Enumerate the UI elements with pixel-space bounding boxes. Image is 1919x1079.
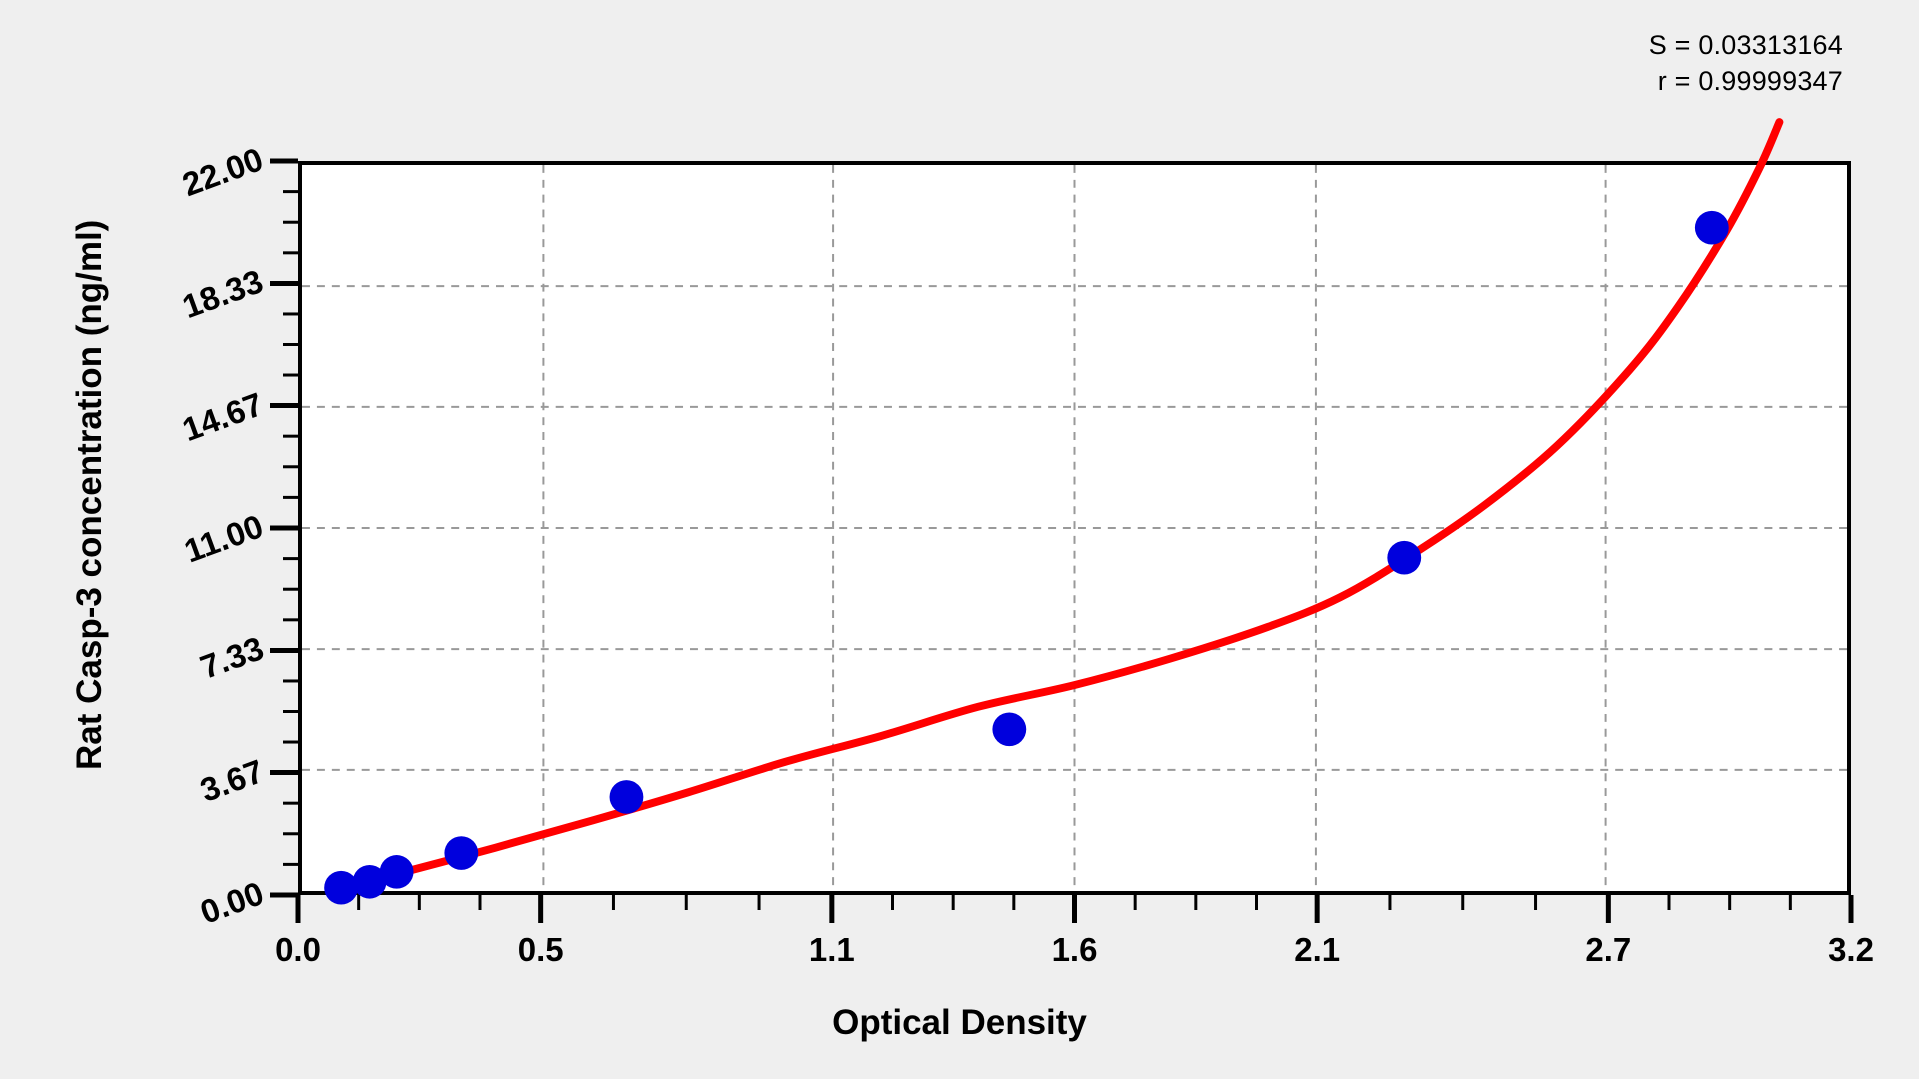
x-tick-label: 2.7	[1585, 931, 1632, 968]
y-tick-label: 0.00	[195, 874, 269, 931]
x-tick-label: 1.6	[1051, 931, 1098, 968]
data-point	[1694, 210, 1729, 245]
x-tick-label: 2.1	[1294, 931, 1341, 968]
x-tick-label: 0.5	[517, 931, 564, 968]
data-point	[379, 855, 414, 889]
grid-lines	[302, 165, 1847, 891]
x-tick-label: 1.1	[808, 931, 855, 968]
data-point	[609, 780, 644, 814]
y-tick-label: 14.67	[177, 384, 269, 448]
data-point	[1387, 540, 1422, 575]
y-tick-label: 7.33	[195, 629, 269, 687]
plot-area	[298, 118, 1851, 905]
y-tick-label: 22.00	[177, 140, 269, 204]
data-point	[352, 864, 387, 899]
data-point	[444, 836, 479, 870]
y-tick-label: 3.67	[195, 751, 269, 809]
x-tick-label: 0.0	[275, 931, 321, 968]
x-axis-title: Optical Density	[832, 1003, 1087, 1042]
data-point	[324, 870, 359, 905]
data-layer	[324, 118, 1784, 905]
y-tick-label: 11.00	[179, 507, 269, 570]
data-point	[992, 712, 1027, 747]
y-tick-label: 18.33	[177, 262, 269, 326]
s-value-label: S = 0.03313164	[1648, 30, 1843, 60]
fit-statistics: S = 0.03313164 r = 0.99999347	[1649, 28, 1843, 100]
x-tick-label: 3.2	[1828, 931, 1874, 968]
y-axis-title: Rat Casp-3 concentration (ng/ml)	[70, 219, 109, 770]
r-value-label: r = 0.99999347	[1657, 65, 1843, 96]
